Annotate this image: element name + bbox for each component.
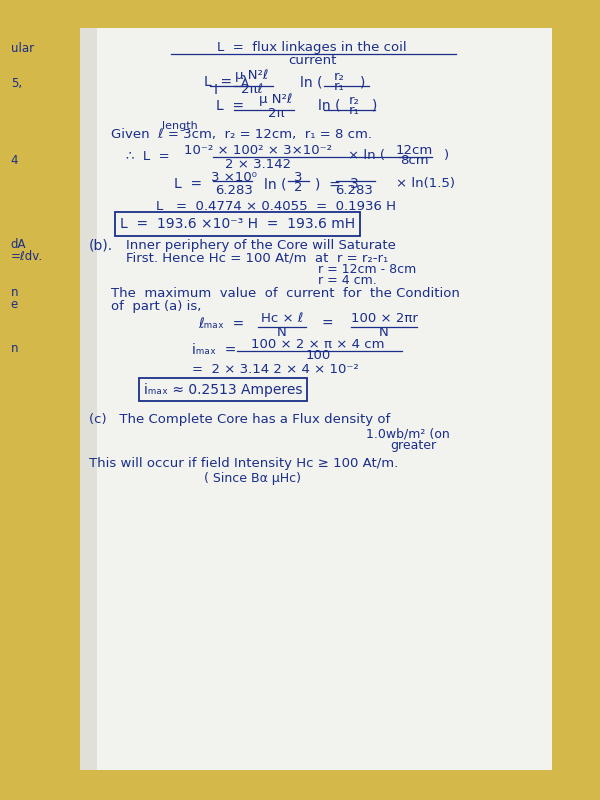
Text: 2π: 2π <box>268 107 284 120</box>
Text: The  maximum  value  of  current  for  the Condition: The maximum value of current for the Con… <box>111 287 460 300</box>
Text: iₘₐₓ  =: iₘₐₓ = <box>192 342 236 357</box>
Text: =ℓdv.: =ℓdv. <box>11 250 43 262</box>
Text: (b).: (b). <box>89 238 113 253</box>
Text: L  =: L = <box>174 177 202 191</box>
Text: 2: 2 <box>294 181 302 194</box>
Text: r = 4 cm.: r = 4 cm. <box>318 274 377 286</box>
Text: ℓₘₐₓ  =: ℓₘₐₓ = <box>198 317 244 331</box>
Text: ln (: ln ( <box>264 177 287 191</box>
Text: Inner periphery of the Core will Saturate: Inner periphery of the Core will Saturat… <box>126 239 396 252</box>
Text: ): ) <box>360 75 365 90</box>
Text: × ln (: × ln ( <box>348 150 385 162</box>
Text: 10⁻² × 100² × 3×10⁻²: 10⁻² × 100² × 3×10⁻² <box>184 144 332 157</box>
Text: ln (: ln ( <box>318 98 341 113</box>
Text: n: n <box>11 286 18 298</box>
Bar <box>80 28 97 770</box>
Text: 2πℓ: 2πℓ <box>241 83 263 96</box>
Text: r₂: r₂ <box>349 94 359 106</box>
Text: 4: 4 <box>11 154 18 166</box>
Text: 3 ×10⁰: 3 ×10⁰ <box>211 171 257 184</box>
Text: 1.0wb/m² (on: 1.0wb/m² (on <box>366 427 450 440</box>
Text: L  =  λ: L = λ <box>204 75 249 90</box>
Text: L   =  0.4774 × 0.4055  =  0.1936 H: L = 0.4774 × 0.4055 = 0.1936 H <box>156 200 396 213</box>
Text: iₘₐₓ ≈ 0.2513 Amperes: iₘₐₓ ≈ 0.2513 Amperes <box>144 382 302 397</box>
Text: Hᴄ × ℓ: Hᴄ × ℓ <box>261 312 303 325</box>
Text: ln (: ln ( <box>300 75 323 90</box>
Text: 2 × 3.142: 2 × 3.142 <box>225 158 291 170</box>
Text: N: N <box>277 326 287 338</box>
Text: r₂: r₂ <box>334 70 344 82</box>
Text: Given  ℓ = 3cm,  r₂ = 12cm,  r₁ = 8 cm.: Given ℓ = 3cm, r₂ = 12cm, r₁ = 8 cm. <box>111 128 372 141</box>
Text: of  part (a) is,: of part (a) is, <box>111 300 202 313</box>
Text: 5,: 5, <box>11 78 22 90</box>
Text: e: e <box>11 298 18 310</box>
Text: L  =  193.6 ×10⁻³ H  =  193.6 mH: L = 193.6 ×10⁻³ H = 193.6 mH <box>120 217 355 231</box>
Text: greater: greater <box>390 439 436 452</box>
Text: 12cm: 12cm <box>395 144 433 157</box>
Text: current: current <box>288 54 336 67</box>
Text: n: n <box>11 342 18 354</box>
Text: )  =: ) = <box>315 177 341 191</box>
Text: L  =  flux linkages in the coil: L = flux linkages in the coil <box>217 42 407 54</box>
Bar <box>80 28 552 770</box>
Text: =: = <box>321 317 333 331</box>
Text: ): ) <box>444 150 449 162</box>
Text: length: length <box>162 121 198 130</box>
Text: μ N²ℓ: μ N²ℓ <box>259 94 293 106</box>
Text: 6.283: 6.283 <box>215 184 253 197</box>
Text: This will occur if field Intensity Hᴄ ≥ 100 At/m.: This will occur if field Intensity Hᴄ ≥ … <box>89 458 398 470</box>
Text: 3: 3 <box>350 177 358 191</box>
Text: 100: 100 <box>305 350 331 362</box>
Text: 3: 3 <box>294 171 302 184</box>
Text: dA: dA <box>11 238 26 250</box>
Text: 100 × 2 × π × 4 cm: 100 × 2 × π × 4 cm <box>251 338 385 350</box>
Text: 100 × 2πr: 100 × 2πr <box>350 312 418 325</box>
Text: × ln(1.5): × ln(1.5) <box>396 178 455 190</box>
Text: r₁: r₁ <box>334 80 344 93</box>
Text: N: N <box>379 326 389 338</box>
Text: =  2 × 3.14 2 × 4 × 10⁻²: = 2 × 3.14 2 × 4 × 10⁻² <box>192 363 359 376</box>
Text: 6.283: 6.283 <box>335 184 373 197</box>
Text: r = 12cm - 8cm: r = 12cm - 8cm <box>318 263 416 276</box>
Text: ular: ular <box>11 42 34 54</box>
Text: r₁: r₁ <box>349 104 359 117</box>
Text: First. Hence Hᴄ = 100 At/m  at  r = r₂-r₁: First. Hence Hᴄ = 100 At/m at r = r₂-r₁ <box>126 252 388 265</box>
Text: ): ) <box>372 98 377 113</box>
Text: ( Since Bα μHᴄ): ( Since Bα μHᴄ) <box>204 472 301 485</box>
Text: L  =: L = <box>216 98 244 113</box>
Text: I: I <box>214 82 218 97</box>
Text: μ N²ℓ: μ N²ℓ <box>235 70 269 82</box>
Text: 8cm: 8cm <box>400 154 428 166</box>
Text: ∴  L  =: ∴ L = <box>126 150 170 162</box>
Text: (c)   The Complete Core has a Flux density of: (c) The Complete Core has a Flux density… <box>89 414 390 426</box>
